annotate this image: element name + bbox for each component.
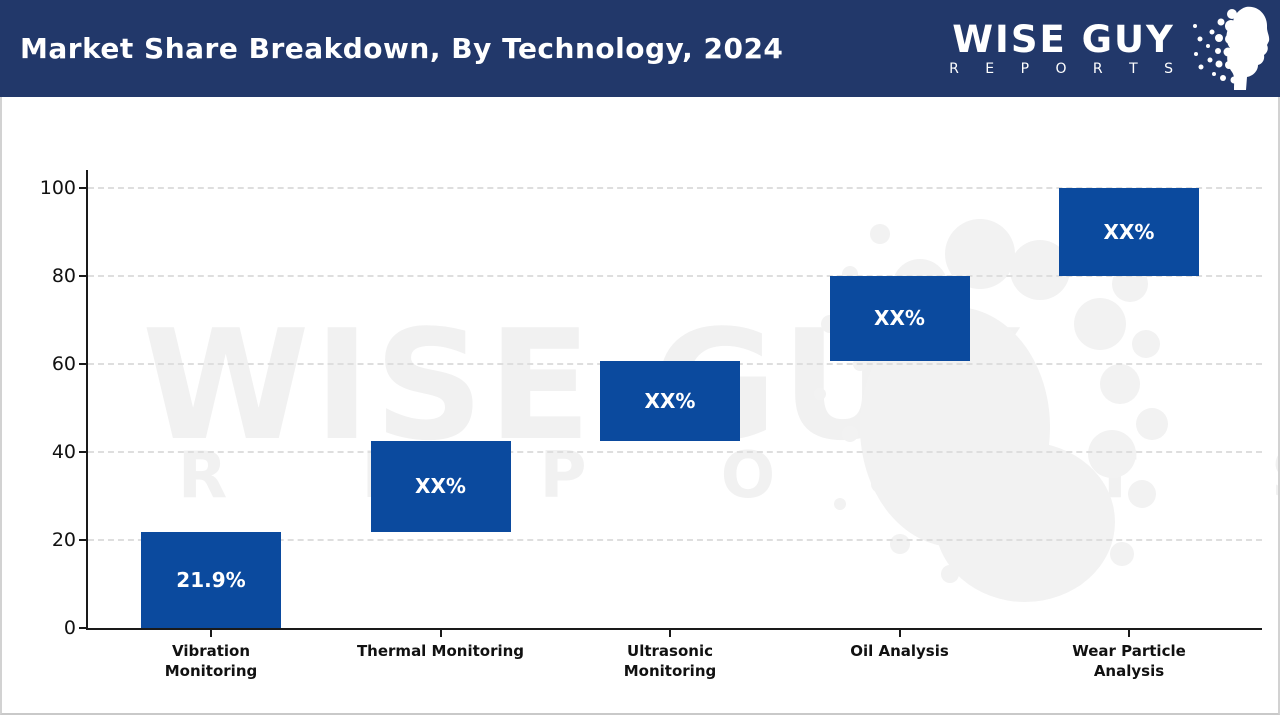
bar-thermal-monitoring: XX% bbox=[370, 441, 511, 532]
gridline-y80 bbox=[88, 274, 1262, 277]
bar-oil-analysis: XX% bbox=[829, 275, 970, 361]
plot: 0 20 40 60 80 100 21.9% Vibration Monitoring XX%… bbox=[0, 97, 1280, 715]
x-tick-mark bbox=[210, 630, 212, 637]
bar-ultrasonic-monitoring: XX% bbox=[600, 360, 740, 442]
y-tick-mark bbox=[79, 362, 88, 365]
logo-wordmark: WISE GUY bbox=[952, 17, 1175, 61]
category-label: Vibration Monitoring bbox=[164, 642, 258, 681]
page-title: Market Share Breakdown, By Technology, 2… bbox=[20, 32, 784, 65]
chart-area: WISE GUY R E P O R T S 0 20 40 60 80 bbox=[0, 97, 1280, 715]
logo-subtext: R E P O R T S bbox=[949, 60, 1184, 77]
y-tick-mark bbox=[79, 274, 88, 277]
x-tick-mark bbox=[1128, 630, 1130, 637]
wiseguy-logo: WISE GUY R E P O R T S bbox=[943, 4, 1274, 94]
category-label: Ultrasonic Monitoring bbox=[623, 642, 717, 681]
y-tick-label: 40 bbox=[51, 440, 76, 463]
bar-value-label: XX% bbox=[874, 306, 925, 331]
bar-wear-particle-analysis: XX% bbox=[1059, 187, 1199, 276]
y-tick-label: 60 bbox=[51, 352, 76, 375]
x-tick-mark bbox=[439, 630, 442, 637]
category-label: Thermal Monitoring bbox=[356, 642, 525, 660]
gridline-y20 bbox=[88, 538, 1262, 541]
x-tick-mark bbox=[898, 630, 901, 637]
y-tick-label: 20 bbox=[51, 528, 76, 551]
bar-value-label: XX% bbox=[1103, 219, 1155, 244]
y-tick-label: 0 bbox=[63, 617, 76, 639]
category-label: Oil Analysis bbox=[850, 642, 949, 660]
y-tick-mark bbox=[79, 450, 88, 453]
bar-vibration-monitoring: 21.9% bbox=[141, 531, 281, 628]
wiseguy-head-icon bbox=[1193, 6, 1270, 90]
bar-value-label: 21.9% bbox=[176, 567, 246, 592]
bar-value-label: XX% bbox=[415, 474, 466, 499]
category-label: Wear Particle Analysis bbox=[1072, 642, 1186, 681]
logo-text: WISE GUY R E P O R T S bbox=[943, 21, 1184, 77]
y-tick-label: 100 bbox=[39, 176, 76, 199]
x-tick-mark bbox=[669, 630, 671, 637]
y-tick-mark bbox=[79, 627, 88, 629]
y-tick-mark bbox=[79, 538, 88, 541]
bar-value-label: XX% bbox=[644, 388, 696, 413]
gridline-y100 bbox=[88, 186, 1262, 189]
y-axis-line bbox=[86, 170, 88, 630]
gridline-y40 bbox=[88, 450, 1262, 453]
y-tick-label: 80 bbox=[51, 264, 76, 287]
header: Market Share Breakdown, By Technology, 2… bbox=[0, 0, 1280, 97]
x-axis-line bbox=[86, 628, 1262, 630]
y-tick-mark bbox=[79, 186, 88, 189]
